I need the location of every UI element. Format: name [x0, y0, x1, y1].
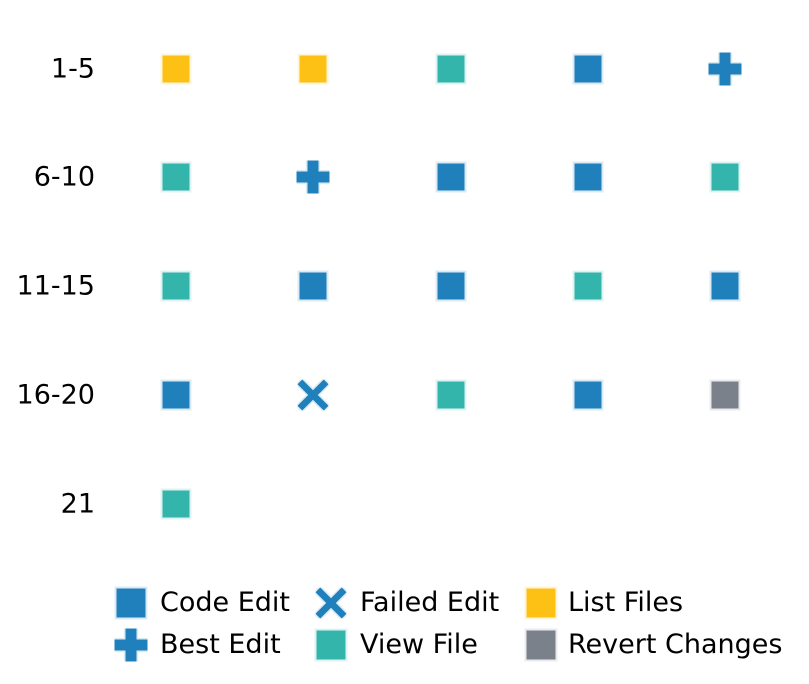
- code-edit-marker: [437, 272, 465, 300]
- view-file-marker: [162, 272, 190, 300]
- code-edit-marker: [711, 272, 739, 300]
- list-files-marker: [526, 588, 556, 618]
- legend-label-code-edit: Code Edit: [160, 586, 290, 618]
- failed-edit-marker: [297, 379, 329, 411]
- best-edit-marker: [296, 160, 330, 194]
- code-edit-marker: [299, 272, 327, 300]
- code-edit-marker: [574, 55, 602, 83]
- code-edit-marker: [162, 381, 190, 409]
- view-file-marker: [437, 55, 465, 83]
- legend-label-best-edit: Best Edit: [160, 628, 281, 660]
- code-edit-marker: [437, 163, 465, 191]
- view-file-marker: [162, 163, 190, 191]
- revert-changes-marker: [526, 630, 556, 660]
- view-file-marker: [711, 163, 739, 191]
- code-edit-marker: [116, 588, 146, 618]
- legend-label-view-file: View File: [360, 628, 478, 660]
- legend-label-revert-changes: Revert Changes: [568, 628, 783, 660]
- view-file-marker: [316, 630, 346, 660]
- list-files-marker: [162, 55, 190, 83]
- code-edit-marker: [574, 381, 602, 409]
- legend-label-list-files: List Files: [568, 586, 684, 618]
- failed-edit-marker: [315, 587, 347, 619]
- row-label-6-10: 6-10: [33, 161, 95, 193]
- legend-label-failed-edit: Failed Edit: [360, 586, 500, 618]
- list-files-marker: [299, 55, 327, 83]
- row-label-16-20: 16-20: [16, 379, 95, 411]
- code-edit-marker: [574, 163, 602, 191]
- best-edit-marker: [708, 52, 742, 86]
- row-label-1-5: 1-5: [50, 53, 95, 85]
- view-file-marker: [162, 490, 190, 518]
- row-label-11-15: 11-15: [16, 270, 95, 302]
- view-file-marker: [437, 381, 465, 409]
- row-label-21: 21: [60, 488, 95, 520]
- best-edit-marker: [114, 628, 148, 662]
- view-file-marker: [574, 272, 602, 300]
- revert-changes-marker: [711, 381, 739, 409]
